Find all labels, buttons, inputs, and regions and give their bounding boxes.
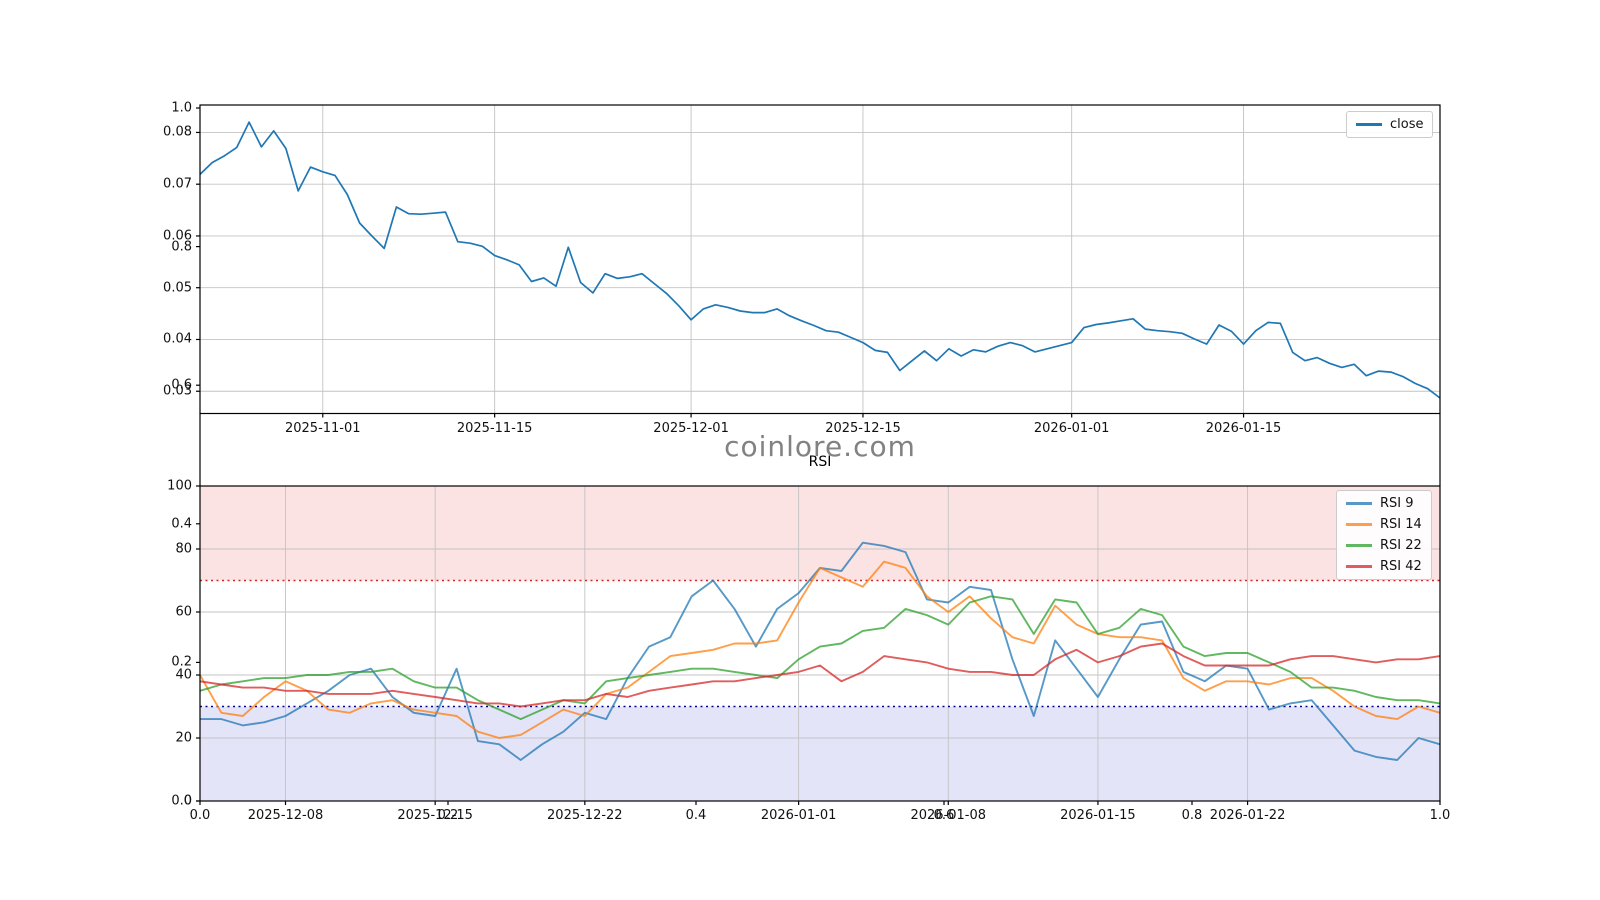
rsi-band xyxy=(200,706,1440,801)
rsi-spine-box xyxy=(199,485,1441,802)
legend-label-rsi14: RSI 14 xyxy=(1380,517,1422,532)
legend-item-rsi9: RSI 9 xyxy=(1346,496,1422,511)
rsi9-line-swatch xyxy=(1346,502,1372,505)
price-legend: close xyxy=(1346,111,1434,138)
rsi14-line-swatch xyxy=(1346,523,1372,526)
rsi-chart-title: RSI xyxy=(808,454,832,470)
rsi-legend: RSI 9 RSI 14 RSI 22 RSI 42 xyxy=(1336,490,1432,580)
rsi42-line-swatch xyxy=(1346,565,1372,568)
rsi14-line xyxy=(199,560,1441,739)
legend-item-rsi42: RSI 42 xyxy=(1346,559,1422,574)
legend-label-rsi42: RSI 42 xyxy=(1380,559,1422,574)
legend-item-rsi14: RSI 14 xyxy=(1346,517,1422,532)
legend-label-rsi22: RSI 22 xyxy=(1380,538,1422,553)
legend-item-close: close xyxy=(1356,117,1423,132)
rsi-band xyxy=(200,486,1440,581)
rsi22-line xyxy=(199,595,1441,721)
rsi42-line xyxy=(199,642,1441,708)
price-spine-box xyxy=(199,104,1441,415)
watermark: coinlore.com xyxy=(724,430,916,463)
legend-label-rsi9: RSI 9 xyxy=(1380,496,1414,511)
legend-item-rsi22: RSI 22 xyxy=(1346,538,1422,553)
rsi22-line-swatch xyxy=(1346,544,1372,547)
close-line xyxy=(199,121,1441,399)
close-line-swatch xyxy=(1356,123,1382,126)
legend-label-close: close xyxy=(1390,117,1424,132)
